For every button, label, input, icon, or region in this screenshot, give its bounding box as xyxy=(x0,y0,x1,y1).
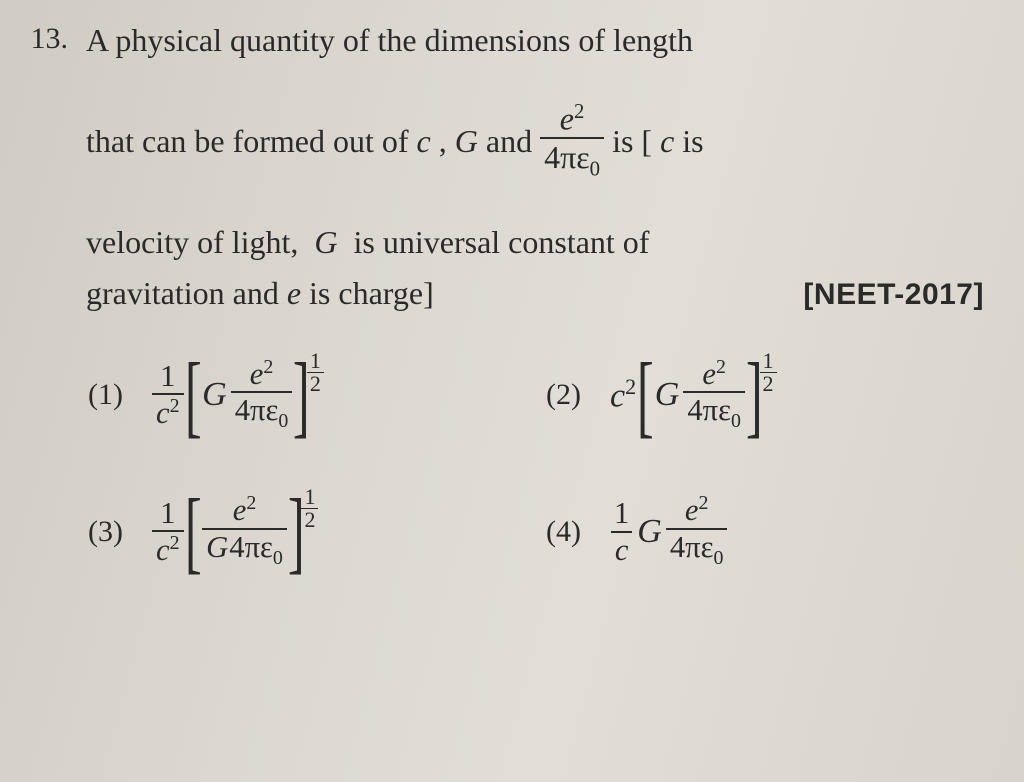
option-4-label: (4) xyxy=(546,515,596,549)
question-line-1: A physical quantity of the dimensions of… xyxy=(86,20,984,60)
frac-1-c: 1 c xyxy=(610,498,633,565)
sup2g: 2 xyxy=(698,492,708,514)
num-1c: 1 xyxy=(610,498,633,531)
sup-2: 2 xyxy=(170,395,180,417)
question-line-3: velocity of light, G is universal consta… xyxy=(86,220,984,265)
sym-eps3: ε xyxy=(260,530,273,564)
option-2: (2) c2 [ G e2 4πε0 ] 1 2 xyxy=(546,358,984,433)
fraction-e2-4pie0: e2 4πε0 xyxy=(540,102,604,180)
num-1: 1 xyxy=(156,361,179,394)
txt-4pi: 4π xyxy=(235,393,266,427)
num-1b: 1 xyxy=(156,498,179,531)
question-row: 13. A physical quantity of the dimension… xyxy=(20,20,984,316)
symbol-epsilon: ε xyxy=(576,139,589,175)
question-line-2: that can be formed out of c, G and e2 4π… xyxy=(86,102,984,180)
sym-e: e xyxy=(250,357,264,391)
sym-G2: G xyxy=(655,376,680,414)
sup2d: 2 xyxy=(716,356,726,378)
option-4: (4) 1 c G e2 4πε0 xyxy=(546,494,984,569)
inner-1: G e2 4πε0 xyxy=(202,358,292,433)
frac-1-c2-b: 1 c2 xyxy=(152,498,184,566)
sup2e: 2 xyxy=(170,532,180,554)
frac-e2-G4pie0: e2 G4πε0 xyxy=(202,494,287,569)
right-bracket-icon: ] xyxy=(293,361,310,430)
sub0c: 0 xyxy=(731,411,741,433)
sym-c4: c xyxy=(615,533,629,567)
subscript-0: 0 xyxy=(590,157,600,180)
option-3-expression: 1 c2 [ e2 G4πε0 ] 1 2 xyxy=(152,494,318,569)
frac-e2-4pie0-2: e2 4πε0 xyxy=(683,358,745,433)
question-page: 13. A physical quantity of the dimension… xyxy=(0,0,1024,782)
left-bracket-icon: [ xyxy=(184,361,201,430)
sup2c: 2 xyxy=(625,374,636,399)
option-3-label: (3) xyxy=(88,515,138,549)
sym-c2: c xyxy=(610,378,625,415)
option-4-expression: 1 c G e2 4πε0 xyxy=(610,494,727,569)
text-universal: is universal constant of xyxy=(354,224,650,260)
right-bracket-icon-3: ] xyxy=(288,497,305,566)
text-pre: that can be formed out of xyxy=(86,123,409,160)
sub0d: 0 xyxy=(273,547,283,569)
c2-prefix: c2 xyxy=(610,374,636,415)
text-and: and xyxy=(486,123,532,160)
sup2b: 2 xyxy=(263,356,273,378)
sym-eps4: ε xyxy=(701,530,714,564)
option-1-expression: 1 c2 [ G e2 4πε0 ] 1 2 xyxy=(152,358,324,433)
sub0b: 0 xyxy=(278,411,288,433)
sym-c3: c xyxy=(156,533,170,567)
sym-eps2: ε xyxy=(718,393,731,427)
superscript-2: 2 xyxy=(574,100,584,123)
symbol-G: G xyxy=(455,123,478,160)
left-bracket-icon-2: [ xyxy=(637,361,654,430)
line4-left: gravitation and e is charge] xyxy=(86,271,434,316)
sym-G: G xyxy=(202,376,227,414)
frac-1-c2: 1 c2 xyxy=(152,361,184,429)
comma: , xyxy=(439,123,447,160)
option-2-expression: c2 [ G e2 4πε0 ] 1 2 xyxy=(610,358,777,433)
sym-c: c xyxy=(156,397,170,431)
symbol-e: e xyxy=(560,101,574,137)
text-charge: is charge] xyxy=(309,275,434,311)
right-bracket-icon-2: ] xyxy=(746,361,763,430)
sub0e: 0 xyxy=(713,547,723,569)
inner-2: G e2 4πε0 xyxy=(655,358,745,433)
symbol-G-2: G xyxy=(314,224,337,260)
symbol-e-2: e xyxy=(287,275,301,311)
open-bracket: [ xyxy=(641,123,652,160)
text-velocity: velocity of light, xyxy=(86,224,298,260)
option-1-label: (1) xyxy=(88,378,138,412)
txt-4pi2: 4π xyxy=(687,393,718,427)
text-gravitation: gravitation and xyxy=(86,275,279,311)
symbol-c-2: c xyxy=(660,123,674,160)
frac-e2-4pie0-1: e2 4πε0 xyxy=(231,358,293,433)
sym-G4: G xyxy=(637,513,662,551)
question-body: A physical quantity of the dimensions of… xyxy=(86,20,984,316)
left-bracket-icon-3: [ xyxy=(184,497,201,566)
question-line-4: gravitation and e is charge] [NEET-2017] xyxy=(86,271,984,316)
sup2f: 2 xyxy=(246,492,256,514)
text-4pi: 4π xyxy=(544,139,576,175)
text-is-2: is xyxy=(682,123,703,160)
option-2-label: (2) xyxy=(546,378,596,412)
frac-e2-4pie0-4: e2 4πε0 xyxy=(666,494,728,569)
option-3: (3) 1 c2 [ e2 G4πε0 ] 1 2 xyxy=(88,494,526,569)
sym-G3: G xyxy=(206,530,228,564)
option-1: (1) 1 c2 [ G e2 4πε0 ] 1 xyxy=(88,358,526,433)
text-is: is xyxy=(612,123,633,160)
sym-eps: ε xyxy=(265,393,278,427)
sym-e4: e xyxy=(685,494,699,528)
sym-e3: e xyxy=(233,494,247,528)
txt-4pi4: 4π xyxy=(670,530,701,564)
symbol-c: c xyxy=(417,123,431,160)
neet-tag: [NEET-2017] xyxy=(803,274,984,316)
question-number: 13. xyxy=(20,20,68,56)
txt-4pi3: 4π xyxy=(229,530,260,564)
inner-3: e2 G4πε0 xyxy=(202,494,287,569)
sym-e2: e xyxy=(702,357,716,391)
options-grid: (1) 1 c2 [ G e2 4πε0 ] 1 xyxy=(88,358,984,570)
